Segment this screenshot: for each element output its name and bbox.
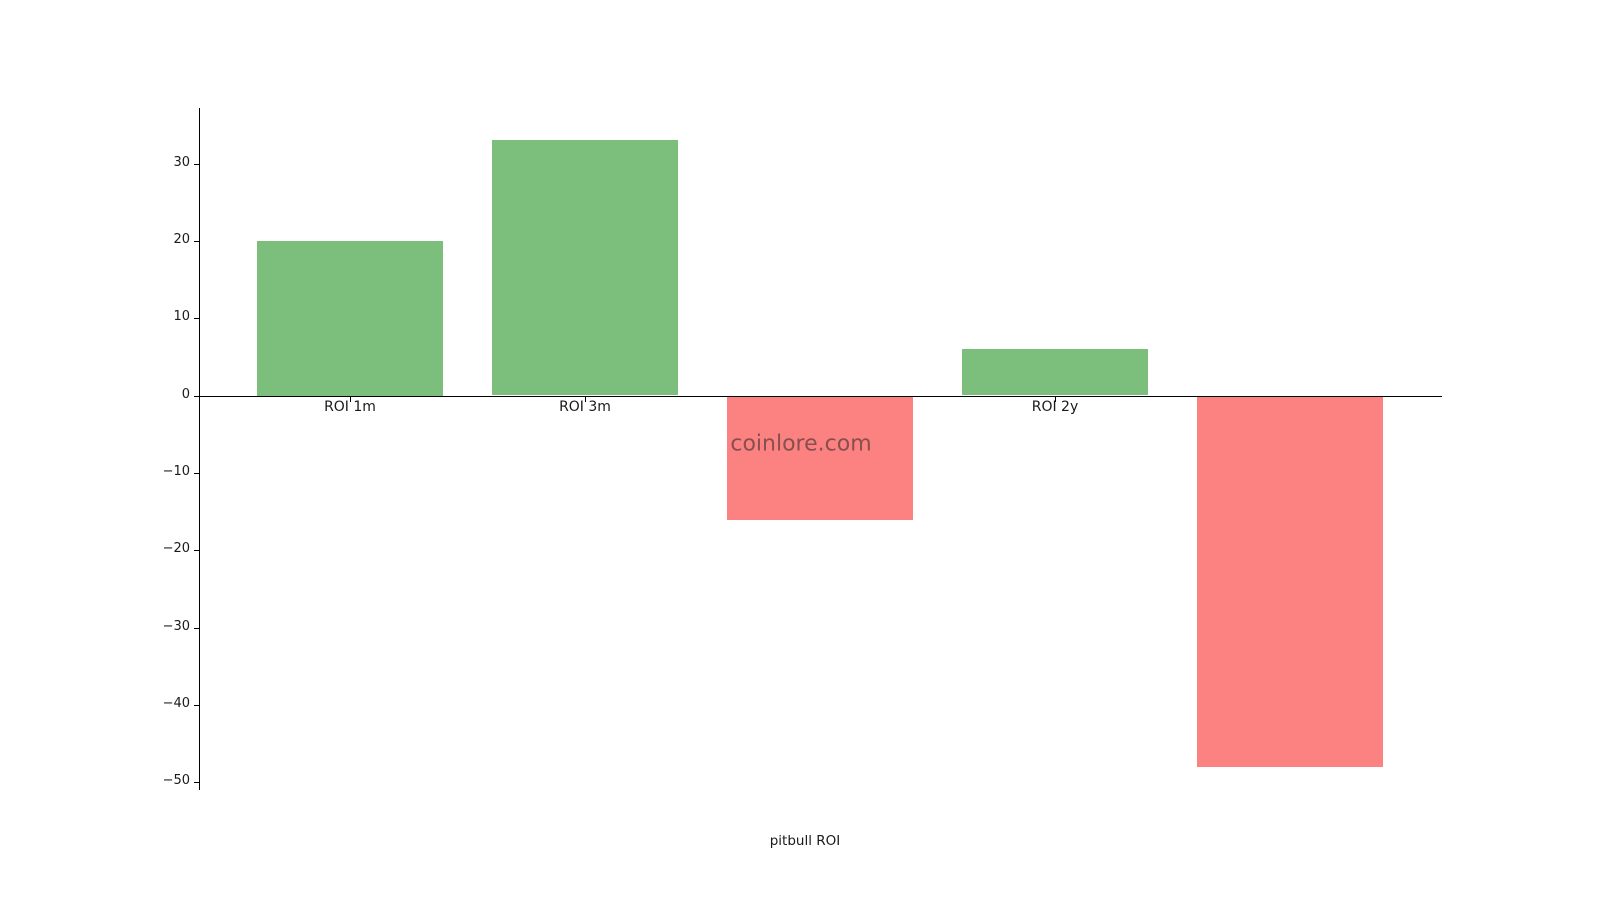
roi-bar [257, 241, 443, 396]
y-tick-label: −30 [162, 619, 190, 634]
watermark-text: coinlore.com [730, 431, 872, 457]
y-tick-label: −50 [162, 773, 190, 788]
y-tick-label: −40 [162, 696, 190, 711]
y-tick-mark [194, 396, 199, 397]
y-tick-label: 10 [173, 309, 190, 324]
roi-bar [727, 396, 913, 520]
x-tick-mark [350, 397, 351, 402]
x-tick-mark [1055, 397, 1056, 402]
x-tick-mark [585, 397, 586, 402]
x-axis-title: pitbull ROI [769, 833, 841, 849]
y-tick-label: −20 [162, 541, 190, 556]
roi-bar [1197, 396, 1383, 767]
roi-bar [962, 349, 1148, 395]
y-tick-mark [194, 318, 199, 319]
y-tick-mark [194, 705, 199, 706]
y-tick-label: 30 [173, 155, 190, 170]
y-tick-label: 20 [173, 232, 190, 247]
y-tick-mark [194, 628, 199, 629]
y-tick-mark [194, 164, 199, 165]
x-tick-label: ROI 1m [324, 399, 376, 415]
x-tick-label: ROI 2y [1031, 399, 1079, 415]
y-tick-label: 0 [181, 387, 190, 402]
x-axis-line [199, 396, 1442, 397]
y-tick-mark [194, 473, 199, 474]
x-tick-label: ROI 3m [559, 399, 611, 415]
y-tick-mark [194, 241, 199, 242]
y-tick-label: −10 [162, 464, 190, 479]
y-tick-mark [194, 782, 199, 783]
y-axis-spine [199, 108, 200, 790]
y-tick-mark [194, 550, 199, 551]
roi-bar [492, 140, 678, 395]
